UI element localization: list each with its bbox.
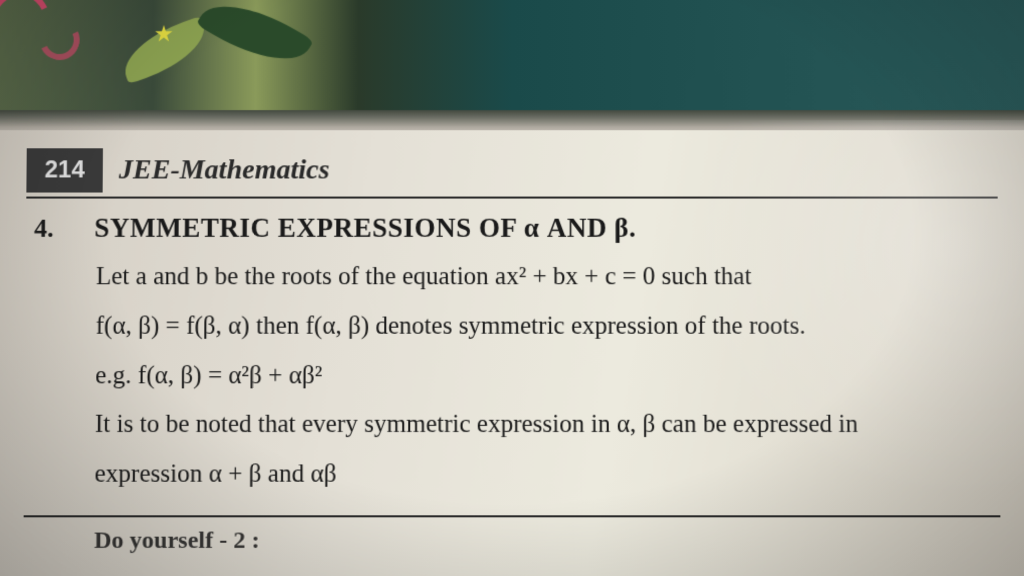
book-title: JEE-Mathematics: [103, 148, 346, 192]
section-heading: 4. SYMMETRIC EXPRESSIONS OF α AND β.: [26, 213, 998, 244]
do-yourself-heading: Do yourself - 2 :: [23, 527, 1000, 554]
body-line: expression α + β and αβ: [94, 455, 1000, 494]
page-header: 214 JEE-Mathematics: [26, 148, 997, 192]
section-rule: [24, 515, 1001, 517]
textbook-page: 214 JEE-Mathematics 4. SYMMETRIC EXPRESS…: [0, 130, 1024, 576]
page-number: 214: [26, 148, 103, 192]
textbook-photo: 214 JEE-Mathematics 4. SYMMETRIC EXPRESS…: [0, 0, 1024, 576]
section-body: Let a and b be the roots of the equation…: [24, 258, 1000, 495]
body-line-example: e.g. f(α, β) = α²β + αβ²: [95, 356, 999, 395]
header-rule: [26, 197, 997, 199]
section-title: SYMMETRIC EXPRESSIONS OF α AND β.: [94, 213, 636, 244]
section-number: 4.: [34, 214, 70, 244]
body-line: It is to be noted that every symmetric e…: [95, 406, 1000, 445]
leaf-decoration-icon: [196, 0, 314, 80]
body-line: f(α, β) = f(β, α) then f(α, β) denotes s…: [95, 307, 998, 346]
background-cover-art: [0, 0, 1024, 110]
page-edge-shadow: [0, 110, 1024, 130]
leaf-decoration-icon: [116, 16, 214, 84]
body-line: Let a and b be the roots of the equation…: [96, 258, 999, 297]
